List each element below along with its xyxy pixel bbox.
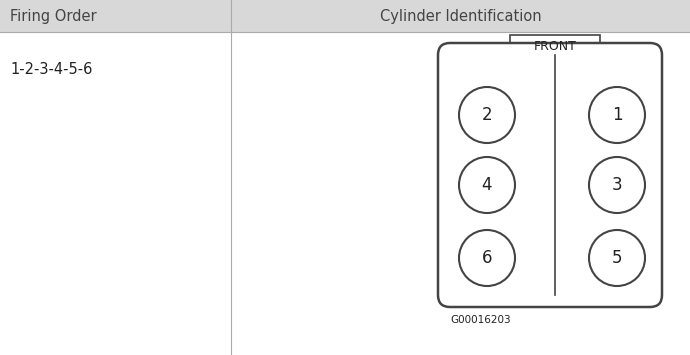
Circle shape — [459, 157, 515, 213]
Circle shape — [589, 230, 645, 286]
Text: 1: 1 — [612, 106, 622, 124]
Bar — [0, 0, 690, 32]
Text: 1-2-3-4-5-6: 1-2-3-4-5-6 — [10, 62, 92, 77]
Text: FRONT: FRONT — [533, 40, 576, 53]
FancyBboxPatch shape — [438, 43, 662, 307]
Text: 5: 5 — [612, 249, 622, 267]
Circle shape — [459, 87, 515, 143]
Circle shape — [459, 230, 515, 286]
Text: G00016203: G00016203 — [450, 315, 511, 325]
Text: Firing Order: Firing Order — [10, 9, 97, 23]
Text: 3: 3 — [612, 176, 622, 194]
Text: 6: 6 — [482, 249, 492, 267]
Text: Cylinder Identification: Cylinder Identification — [380, 9, 542, 23]
Circle shape — [589, 157, 645, 213]
Bar — [510, 35, 600, 58]
Circle shape — [589, 87, 645, 143]
Text: 2: 2 — [482, 106, 492, 124]
Text: 4: 4 — [482, 176, 492, 194]
